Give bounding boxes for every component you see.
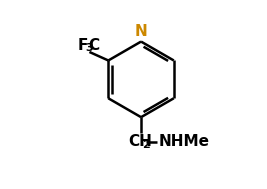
Text: N: N [135, 24, 147, 39]
Text: 3: 3 [85, 43, 93, 53]
Text: CH: CH [128, 134, 152, 149]
Text: NHMe: NHMe [158, 134, 209, 149]
Text: C: C [89, 38, 100, 53]
Text: 2: 2 [143, 140, 150, 150]
Text: F: F [78, 38, 88, 53]
